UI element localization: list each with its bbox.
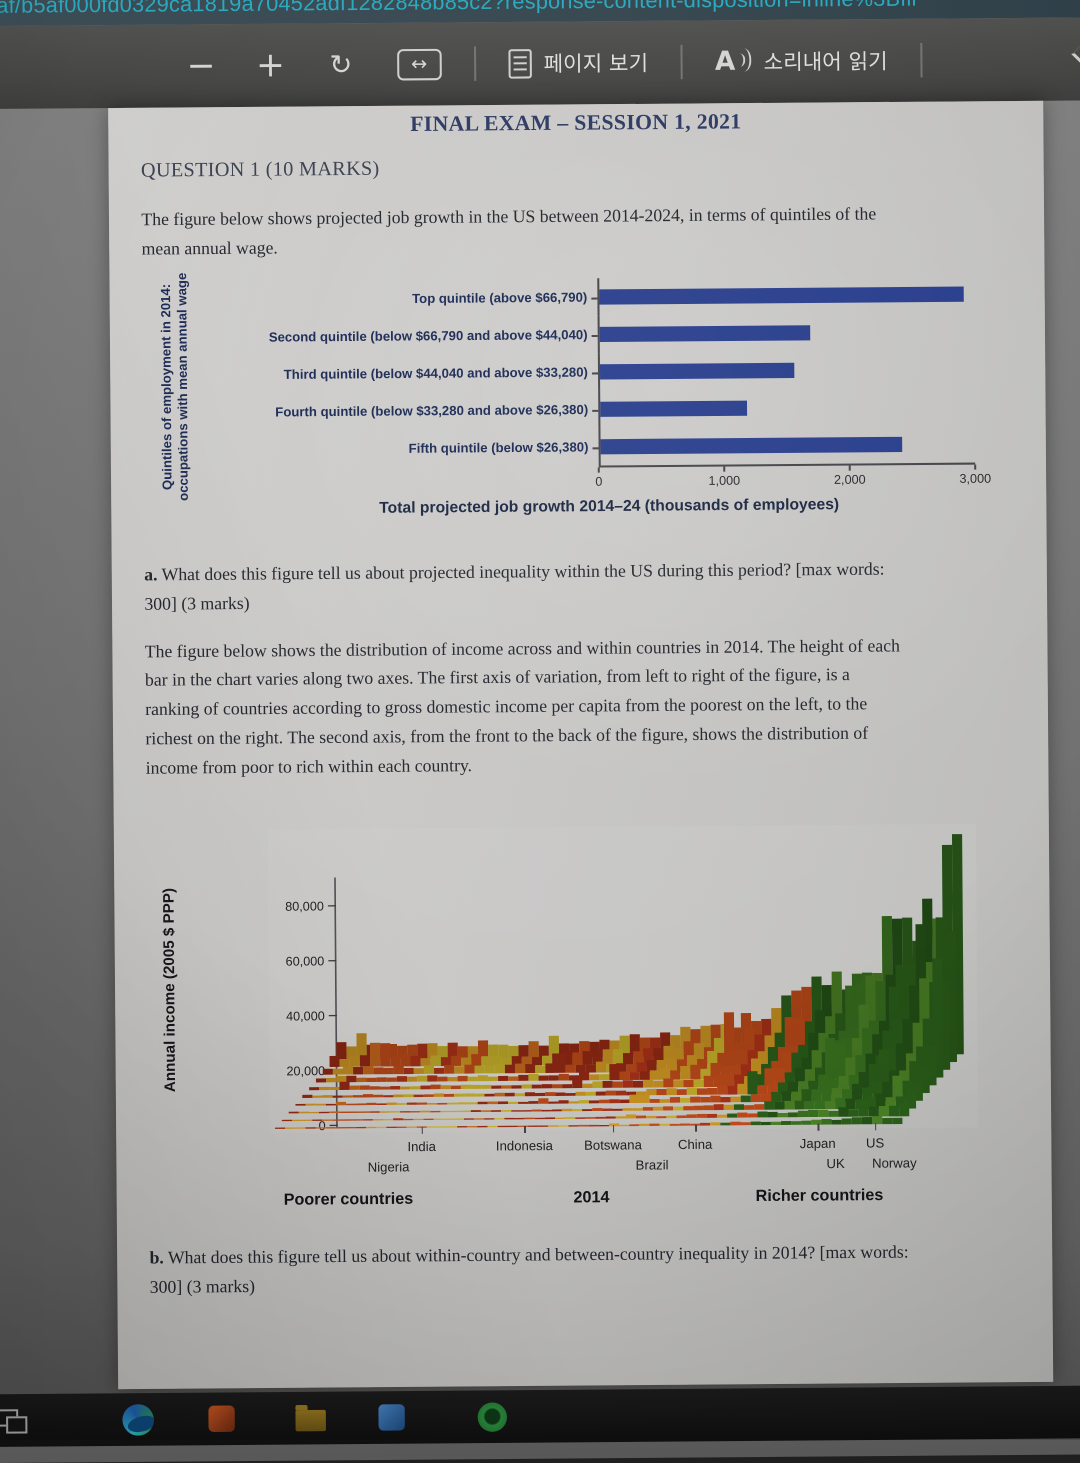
svg-text:60,000: 60,000 xyxy=(286,955,325,969)
richer-countries-label: Richer countries xyxy=(756,1187,884,1206)
bar xyxy=(600,363,795,380)
x-tick-label: 3,000 xyxy=(959,472,991,486)
country-label: US xyxy=(866,1135,884,1150)
country-label: Nigeria xyxy=(368,1159,410,1175)
country-label: Indonesia xyxy=(496,1138,553,1154)
question1-heading: QUESTION 1 (10 MARKS) xyxy=(141,153,1011,183)
taskbar xyxy=(0,1386,1080,1447)
country-label: China xyxy=(678,1137,712,1152)
bar xyxy=(601,437,902,455)
page-view-button[interactable]: 페이지 보기 xyxy=(488,47,669,79)
page-view-icon xyxy=(508,49,532,79)
poorer-countries-label: Poorer countries xyxy=(284,1191,414,1210)
read-aloud-button[interactable]: A 소리내어 읽기 xyxy=(695,45,908,77)
svg-text:80,000: 80,000 xyxy=(285,900,324,914)
file-explorer-folder-icon[interactable] xyxy=(295,1410,326,1431)
pdf-page: FINAL EXAM – SESSION 1, 2021 QUESTION 1 … xyxy=(108,101,1053,1389)
question-a: a. What does this figure tell us about p… xyxy=(144,555,905,619)
read-aloud-label: 소리내어 읽기 xyxy=(763,45,887,76)
exam-title: FINAL EXAM – SESSION 1, 2021 xyxy=(140,101,1011,139)
toolbar-separator xyxy=(680,45,682,79)
figure2-paragraph: The figure below shows the distribution … xyxy=(145,631,907,782)
zoom-out-button[interactable]: − xyxy=(166,45,236,86)
chart1-x-axis-label: Total projected job growth 2014–24 (thou… xyxy=(235,495,984,519)
svg-text:20,000: 20,000 xyxy=(286,1064,325,1078)
url-text: 5/af/b5af000fd0329ca1819a70452adf1282848… xyxy=(0,0,917,19)
question-b-text: What does this figure tell us about with… xyxy=(150,1242,909,1297)
bar-category-label: Fourth quintile (below $33,280 and above… xyxy=(143,402,599,421)
bar-category-label: Second quintile (below $66,790 and above… xyxy=(142,327,598,346)
country-label: UK xyxy=(826,1156,844,1171)
country-label: India xyxy=(407,1139,436,1154)
page-view-label: 페이지 보기 xyxy=(543,47,648,78)
toolbar-separator xyxy=(474,46,476,80)
toolbar-separator xyxy=(920,43,922,77)
question-a-label: a. xyxy=(144,564,157,584)
intro-paragraph: The figure below shows projected job gro… xyxy=(141,199,902,263)
orange-app-icon[interactable] xyxy=(208,1406,235,1433)
income-3d-svg: 0 20,000 40,000 60,000 80,000 xyxy=(268,824,979,1133)
income-distribution-chart: Annual income (2005 $ PPP) 0 20,000 40,000… xyxy=(146,824,1019,1223)
system-windows-icon[interactable] xyxy=(0,1407,29,1434)
clipped-toolbar-icon[interactable] xyxy=(1071,37,1080,71)
country-label: Norway xyxy=(872,1155,917,1171)
bar-category-label: Third quintile (below $44,040 and above … xyxy=(143,365,599,384)
bar-category-label: Top quintile (above $66,790) xyxy=(142,290,598,309)
chart2-panel: 0 20,000 40,000 60,000 80,000 Nigeria India In… xyxy=(268,824,979,1218)
read-aloud-icon: A xyxy=(715,46,752,77)
green-app-icon[interactable] xyxy=(478,1402,508,1432)
question-b-label: b. xyxy=(149,1247,163,1267)
job-growth-chart: Quintiles of employment in 2014: occupat… xyxy=(142,275,1014,520)
bar xyxy=(599,287,963,305)
bar-category-label: Fifth quintile (below $26,380) xyxy=(143,440,599,459)
bar-chart-rows: Top quintile (above $66,790) Second quint… xyxy=(142,275,1014,469)
chart1-y-axis-label: Quintiles of employment in 2014: occupat… xyxy=(158,271,193,504)
country-label: Brazil xyxy=(636,1157,669,1172)
rotate-icon[interactable]: ↻ xyxy=(305,49,377,81)
year-label: 2014 xyxy=(573,1189,609,1207)
question-b: b. What does this figure tell us about w… xyxy=(149,1237,910,1301)
x-tick-label: 1,000 xyxy=(708,474,740,488)
x-tick-label: 2,000 xyxy=(834,473,866,487)
bar xyxy=(600,326,811,343)
svg-text:0: 0 xyxy=(319,1119,326,1133)
pdf-toolbar: − + ↻ ↔ 페이지 보기 A 소리내어 읽기 xyxy=(0,17,1080,109)
bar xyxy=(600,401,747,417)
fit-to-width-button[interactable]: ↔ xyxy=(376,48,461,80)
question-a-text: What does this figure tell us about proj… xyxy=(144,559,884,614)
country-labels: Nigeria India Indonesia Botswana Brazil China… xyxy=(270,1128,979,1178)
fit-to-width-icon: ↔ xyxy=(397,48,442,80)
country-label: Botswana xyxy=(584,1137,642,1153)
zoom-in-button[interactable]: + xyxy=(236,45,306,86)
svg-text:40,000: 40,000 xyxy=(286,1009,325,1023)
country-label: Japan xyxy=(800,1136,836,1151)
chart2-footer: Poorer countries 2014 Richer countries xyxy=(270,1186,979,1218)
x-tick-label: 0 xyxy=(595,475,602,489)
blue-app-icon[interactable] xyxy=(378,1404,405,1431)
chart2-y-axis-label: Annual income (2005 $ PPP) xyxy=(160,859,179,1122)
edge-browser-icon[interactable] xyxy=(122,1404,154,1436)
